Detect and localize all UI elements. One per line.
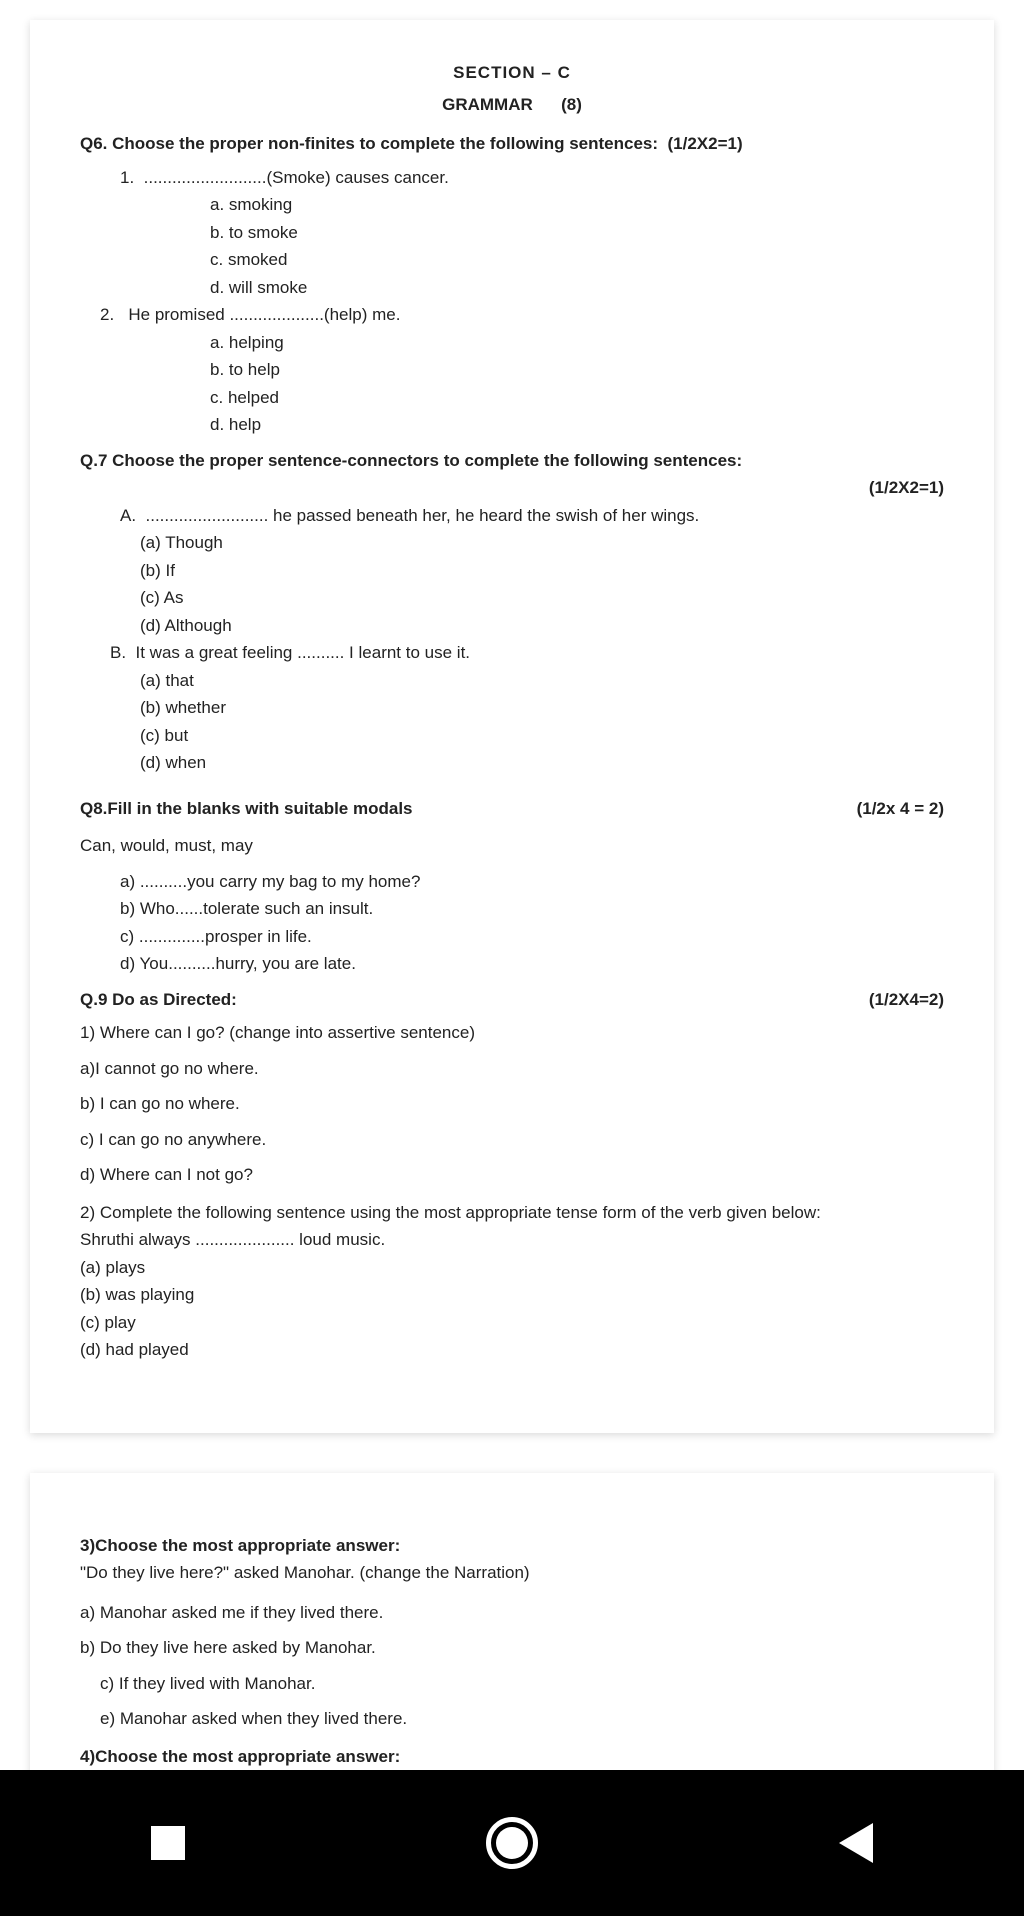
q9-heading-row: Q.9 Do as Directed: (1/2X4=2) xyxy=(80,987,944,1013)
q8-c: c) ..............prosper in life. xyxy=(120,924,944,950)
q7-heading: Q.7 Choose the proper sentence-connector… xyxy=(80,448,944,474)
q9-1-opt-d: d) Where can I not go? xyxy=(80,1162,944,1188)
q9-marks: (1/2X4=2) xyxy=(869,987,944,1013)
q9-3-opt-a: a) Manohar asked me if they lived there. xyxy=(80,1600,944,1626)
q9-2-stem-a: 2) Complete the following sentence using… xyxy=(80,1200,944,1226)
q7-a-opt-d: (d) Although xyxy=(140,613,944,639)
q6-heading: Q6. Choose the proper non-finites to com… xyxy=(80,131,944,157)
q9-3-opt-b: b) Do they live here asked by Manohar. xyxy=(80,1635,944,1661)
q7-b-text: It was a great feeling .......... I lear… xyxy=(136,643,471,662)
q6: Q6. Choose the proper non-finites to com… xyxy=(80,131,944,438)
back-button[interactable] xyxy=(839,1823,873,1863)
q6-1-opt-c: c. smoked xyxy=(210,247,944,273)
q9-3-stem: "Do they live here?" asked Manohar. (cha… xyxy=(80,1560,944,1586)
q8-marks: (1/2x 4 = 2) xyxy=(857,796,944,822)
q6-2-text: He promised ....................(help) m… xyxy=(128,305,400,324)
home-button-inner xyxy=(496,1827,528,1859)
page-1: SECTION – C GRAMMAR (8) Q6. Choose the p… xyxy=(30,20,994,1433)
q6-2-num: 2. xyxy=(100,305,114,324)
q6-1-stem: 1. ..........................(Smoke) cau… xyxy=(120,165,944,191)
q7-b-opt-a: (a) that xyxy=(140,668,944,694)
q9-2-opt-d: (d) had played xyxy=(80,1337,944,1363)
q7-marks: (1/2X2=1) xyxy=(80,475,944,501)
grammar-marks: (8) xyxy=(561,95,582,114)
section-title: SECTION – C xyxy=(80,60,944,86)
q6-2-opt-a: a. helping xyxy=(210,330,944,356)
grammar-label: GRAMMAR xyxy=(442,95,533,114)
q7-a-opt-c: (c) As xyxy=(140,585,944,611)
q7-b-opt-c: (c) but xyxy=(140,723,944,749)
q6-1-opt-d: d. will smoke xyxy=(210,275,944,301)
q9-heading: Q.9 Do as Directed: xyxy=(80,990,237,1009)
q6-1-opt-a: a. smoking xyxy=(210,192,944,218)
q8-d: d) You..........hurry, you are late. xyxy=(120,951,944,977)
q6-heading-text: Q6. Choose the proper non-finites to com… xyxy=(80,134,658,153)
q6-2-opt-c: c. helped xyxy=(210,385,944,411)
q7-a-text: .......................... he passed ben… xyxy=(146,506,700,525)
q9-1-opt-c: c) I can go no anywhere. xyxy=(80,1127,944,1153)
q9-2-stem-b: Shruthi always ..................... lou… xyxy=(80,1227,944,1253)
q9-3-opt-e: e) Manohar asked when they lived there. xyxy=(100,1706,944,1732)
q7-a-stem: A. .......................... he passed … xyxy=(120,503,944,529)
q9-1-opt-a: a)I cannot go no where. xyxy=(80,1056,944,1082)
document-viewport: SECTION – C GRAMMAR (8) Q6. Choose the p… xyxy=(0,0,1024,1770)
q8: Q8.Fill in the blanks with suitable moda… xyxy=(80,796,944,977)
q7-a-opt-a: (a) Though xyxy=(140,530,944,556)
q8-heading-row: Q8.Fill in the blanks with suitable moda… xyxy=(80,796,944,822)
q6-1-text: ..........................(Smoke) causes… xyxy=(144,168,449,187)
android-nav-bar xyxy=(0,1770,1024,1916)
q7-b-num: B. xyxy=(110,643,126,662)
q7-a-opt-b: (b) If xyxy=(140,558,944,584)
q9-3-head: 3)Choose the most appropriate answer: xyxy=(80,1533,944,1559)
q7-b-opt-b: (b) whether xyxy=(140,695,944,721)
q6-1-num: 1. xyxy=(120,168,134,187)
q9-1-opt-b: b) I can go no where. xyxy=(80,1091,944,1117)
q9-1-stem: 1) Where can I go? (change into assertiv… xyxy=(80,1020,944,1046)
q6-2-opt-d: d. help xyxy=(210,412,944,438)
q7: Q.7 Choose the proper sentence-connector… xyxy=(80,448,944,776)
q6-2-opt-b: b. to help xyxy=(210,357,944,383)
q8-a: a) ..........you carry my bag to my home… xyxy=(120,869,944,895)
home-button[interactable] xyxy=(486,1817,538,1869)
grammar-heading: GRAMMAR (8) xyxy=(80,92,944,118)
q7-a-num: A. xyxy=(120,506,136,525)
q8-heading: Q8.Fill in the blanks with suitable moda… xyxy=(80,799,413,818)
q6-1-opt-b: b. to smoke xyxy=(210,220,944,246)
q9-2-opt-a: (a) plays xyxy=(80,1255,944,1281)
q9-4-head: 4)Choose the most appropriate answer: xyxy=(80,1744,944,1770)
q6-2-stem: 2. He promised ....................(help… xyxy=(100,302,944,328)
q7-b-stem: B. It was a great feeling .......... I l… xyxy=(110,640,944,666)
recent-apps-button[interactable] xyxy=(151,1826,185,1860)
q8-word-bank: Can, would, must, may xyxy=(80,833,944,859)
q9: Q.9 Do as Directed: (1/2X4=2) 1) Where c… xyxy=(80,987,944,1363)
q9-2-opt-b: (b) was playing xyxy=(80,1282,944,1308)
q7-b-opt-d: (d) when xyxy=(140,750,944,776)
q8-b: b) Who......tolerate such an insult. xyxy=(120,896,944,922)
q9-3-opt-c: c) If they lived with Manohar. xyxy=(100,1671,944,1697)
q9-2-opt-c: (c) play xyxy=(80,1310,944,1336)
q6-marks: (1/2X2=1) xyxy=(668,134,743,153)
